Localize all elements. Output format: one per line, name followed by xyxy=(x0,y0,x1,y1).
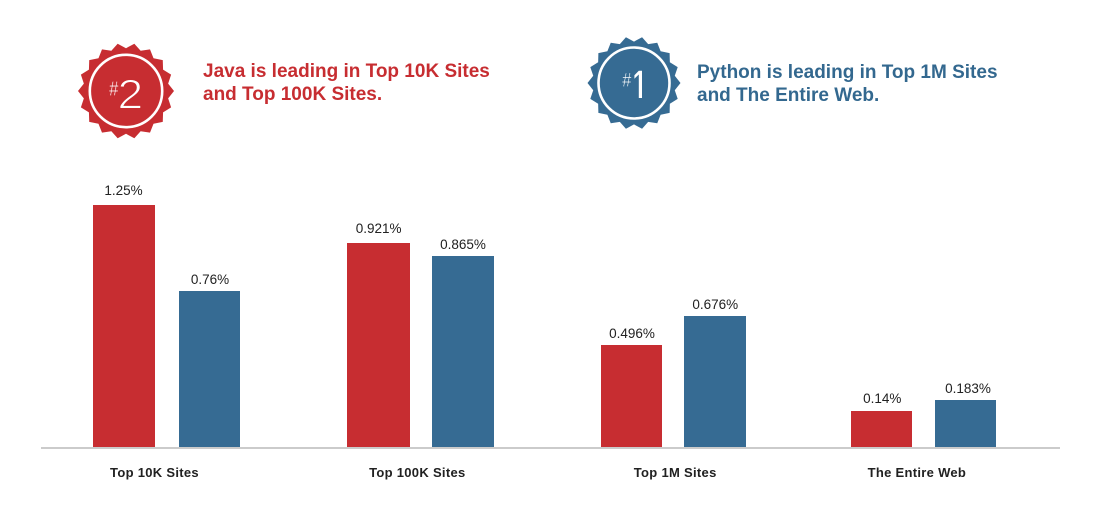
svg-text:#: # xyxy=(623,70,632,91)
svg-text:2: 2 xyxy=(117,71,143,118)
svg-text:#: # xyxy=(109,77,119,100)
